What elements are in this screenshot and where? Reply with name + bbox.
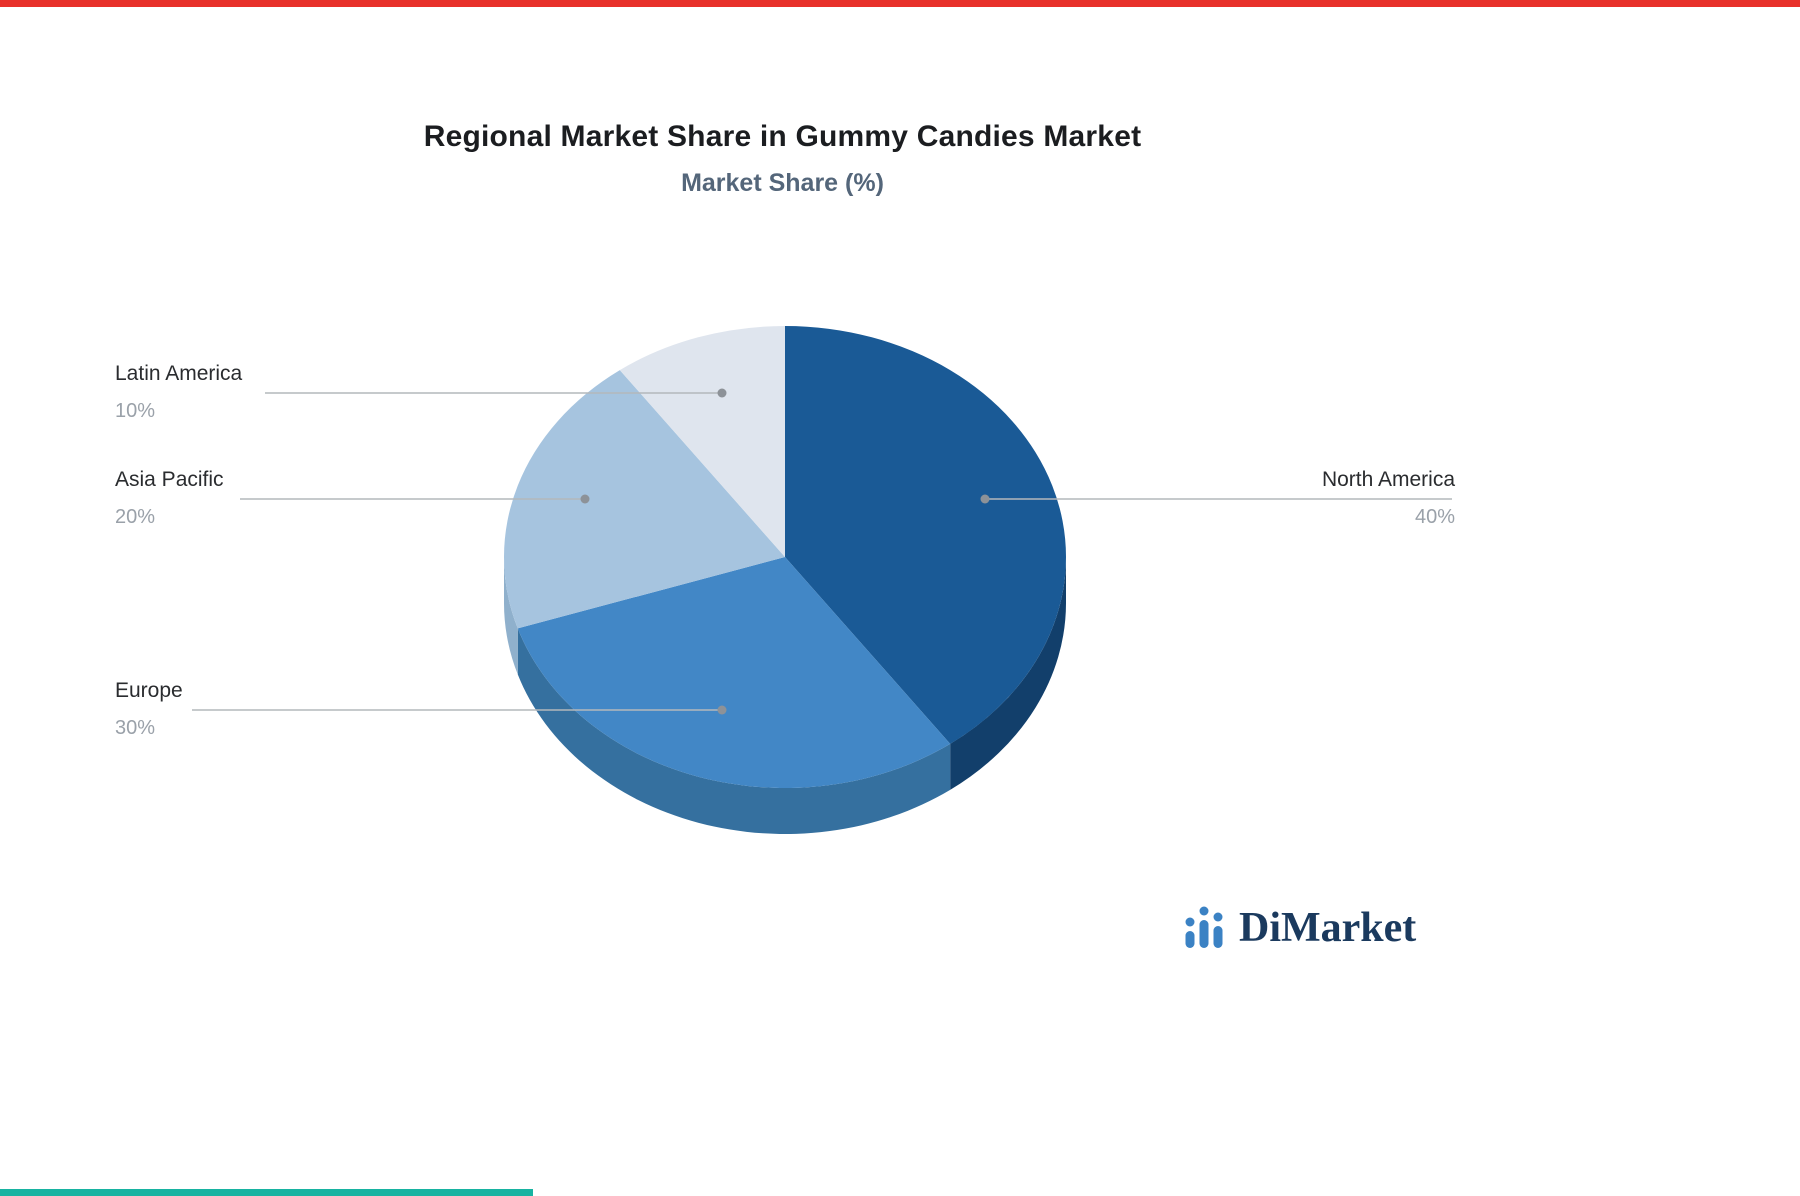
slice-name: Latin America (115, 362, 243, 385)
slice-value: 20% (115, 506, 156, 528)
top-accent-bar (0, 0, 1800, 7)
slice-name: North America (1321, 468, 1455, 491)
brand-logo: DiMarket (1185, 903, 1416, 949)
pie-slice-latin-america (619, 326, 785, 557)
leader-dot (580, 494, 590, 504)
pie-slice-side-north-america (950, 557, 1066, 790)
chart-title: Regional Market Share in Gummy Candies M… (423, 120, 1142, 153)
chart-subtitle: Market Share (%) (681, 169, 884, 197)
slice-name: Asia Pacific (115, 468, 224, 491)
leader-dot (717, 388, 727, 398)
bottom-accent-bar (0, 1189, 533, 1196)
pie-slice-europe (517, 557, 951, 789)
slice-value: 40% (1414, 506, 1455, 528)
slice-label-asia-pacific: Asia Pacific 20% (115, 468, 224, 529)
pie-slice-asia-pacific (504, 370, 785, 629)
pie-slice-side-asia-pacific (504, 557, 518, 675)
pie-slice-north-america (785, 326, 1067, 744)
bar-chart-icon (1185, 906, 1223, 948)
slice-label-europe: Europe 30% (115, 679, 183, 740)
slice-label-north-america: North America 40% (1322, 468, 1455, 529)
leader-dot (717, 705, 727, 715)
pie-slice-side-europe (517, 628, 951, 834)
slice-value: 10% (115, 400, 156, 422)
slice-label-latin-america: Latin America 10% (115, 362, 242, 423)
brand-name: DiMarket (1239, 905, 1417, 951)
slice-value: 30% (115, 717, 156, 739)
slice-name: Europe (115, 679, 183, 702)
leader-dot (980, 494, 990, 504)
